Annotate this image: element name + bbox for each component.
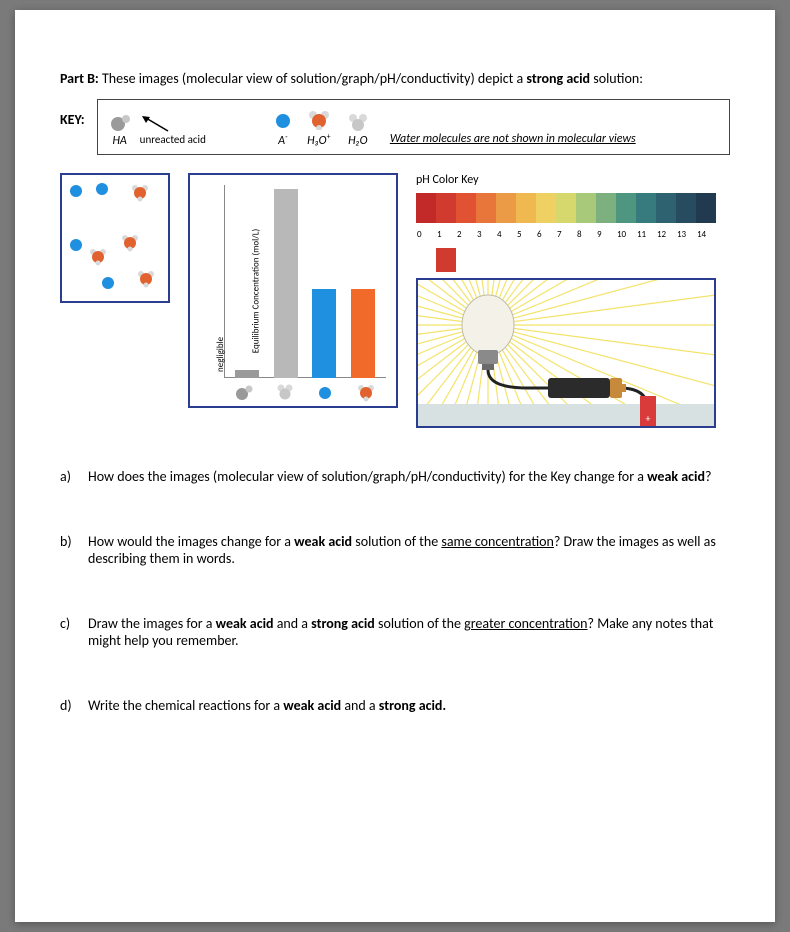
question-b: b) How would the images change for a wea… <box>60 533 730 567</box>
h2o-label: H₂O <box>348 134 367 148</box>
ph-num-13: 13 <box>676 229 696 240</box>
questions: a) How does the images (molecular view o… <box>60 468 730 714</box>
part-b-strong: strong acid <box>526 70 590 87</box>
q-d-marker: d) <box>60 697 78 714</box>
ph-num-2: 2 <box>456 229 476 240</box>
ph-num-14: 14 <box>696 229 716 240</box>
figures-row: Equilibrium Concentration (mol/L) neglig… <box>60 173 730 428</box>
ph-num-10: 10 <box>616 229 636 240</box>
q-c-text: Draw the images for a weak acid and a st… <box>88 615 730 649</box>
ph-cell-1 <box>436 193 456 223</box>
xicon-ha <box>232 382 256 402</box>
conductivity-diagram: + <box>416 278 716 428</box>
ph-cell-5 <box>516 193 536 223</box>
part-b-title: Part B: These images (molecular view of … <box>60 70 730 87</box>
question-a: a) How does the images (molecular view o… <box>60 468 730 485</box>
ph-num-12: 12 <box>656 229 676 240</box>
water-note: Water molecules are not shown in molecul… <box>390 132 636 146</box>
bar-chart: Equilibrium Concentration (mol/L) neglig… <box>188 173 398 408</box>
q-a-text: How does the images (molecular view of s… <box>88 468 730 485</box>
ph-cell-11 <box>636 193 656 223</box>
q-b-text: How would the images change for a weak a… <box>88 533 730 567</box>
ha-label: HA <box>112 134 126 148</box>
ph-cell-4 <box>496 193 516 223</box>
xicon-h3o <box>354 382 378 402</box>
ph-cell-9 <box>596 193 616 223</box>
ph-cell-3 <box>476 193 496 223</box>
unreacted-note: unreacted acid <box>140 115 206 146</box>
ph-num-8: 8 <box>576 229 596 240</box>
ph-cell-10 <box>616 193 636 223</box>
ph-title: pH Color Key <box>416 173 716 187</box>
ph-numbers: 01234567891011121314 <box>416 229 716 240</box>
ph-cell-14 <box>696 193 716 223</box>
anion-icon <box>274 112 292 130</box>
key-h2o: H₂O <box>346 112 370 148</box>
h3o-icon <box>306 108 332 130</box>
ph-num-4: 4 <box>496 229 516 240</box>
document-page: Part B: These images (molecular view of … <box>15 10 775 922</box>
ph-color-strip <box>416 193 716 223</box>
key-row: KEY: HA unreacted acid <box>60 99 730 155</box>
ph-num-5: 5 <box>516 229 536 240</box>
key-h3o: H₃O+ <box>306 108 332 148</box>
arrow-icon <box>140 115 170 133</box>
key-box: HA unreacted acid A- <box>97 99 730 155</box>
ph-cell-12 <box>656 193 676 223</box>
h3o-label: H₃O+ <box>307 132 330 148</box>
ph-pointer <box>436 248 456 272</box>
ph-cell-0 <box>416 193 436 223</box>
conductivity-svg: + <box>418 280 714 426</box>
xicon-anion <box>313 382 337 402</box>
bar-h2o <box>274 189 298 378</box>
xicon-h2o <box>273 382 297 402</box>
question-c: c) Draw the images for a weak acid and a… <box>60 615 730 649</box>
q-b-marker: b) <box>60 533 78 567</box>
ph-cell-13 <box>676 193 696 223</box>
ph-num-11: 11 <box>636 229 656 240</box>
ph-num-3: 3 <box>476 229 496 240</box>
question-d: d) Write the chemical reactions for a we… <box>60 697 730 714</box>
key-ha: HA <box>108 112 132 148</box>
bar-h3o <box>351 289 375 378</box>
ph-cell-6 <box>536 193 556 223</box>
ph-num-7: 7 <box>556 229 576 240</box>
part-b-body: These images (molecular view of solution… <box>99 70 527 87</box>
q-c-marker: c) <box>60 615 78 649</box>
right-column: pH Color Key 01234567891011121314 <box>416 173 716 428</box>
key-anion: A- <box>274 112 292 148</box>
ph-cell-7 <box>556 193 576 223</box>
bar-anion <box>312 289 336 378</box>
key-label: KEY: <box>60 99 85 128</box>
electrode-plus-label: + <box>646 412 651 425</box>
ph-cell-2 <box>456 193 476 223</box>
q-a-marker: a) <box>60 468 78 485</box>
ph-cell-8 <box>576 193 596 223</box>
molecular-view <box>60 173 170 303</box>
part-b-prefix: Part B: <box>60 70 99 87</box>
ph-num-6: 6 <box>536 229 556 240</box>
chart-xicons <box>224 382 386 402</box>
part-b-suffix: solution: <box>590 70 643 87</box>
chart-bars <box>224 185 386 378</box>
ph-num-1: 1 <box>436 229 456 240</box>
q-d-text: Write the chemical reactions for a weak … <box>88 697 730 714</box>
bar-ha <box>235 370 259 378</box>
ph-num-0: 0 <box>416 229 436 240</box>
anion-label: A- <box>278 132 287 148</box>
h2o-icon <box>346 112 370 132</box>
ph-num-9: 9 <box>596 229 616 240</box>
molecular-view-svg <box>62 175 168 301</box>
ha-icon <box>108 112 132 132</box>
